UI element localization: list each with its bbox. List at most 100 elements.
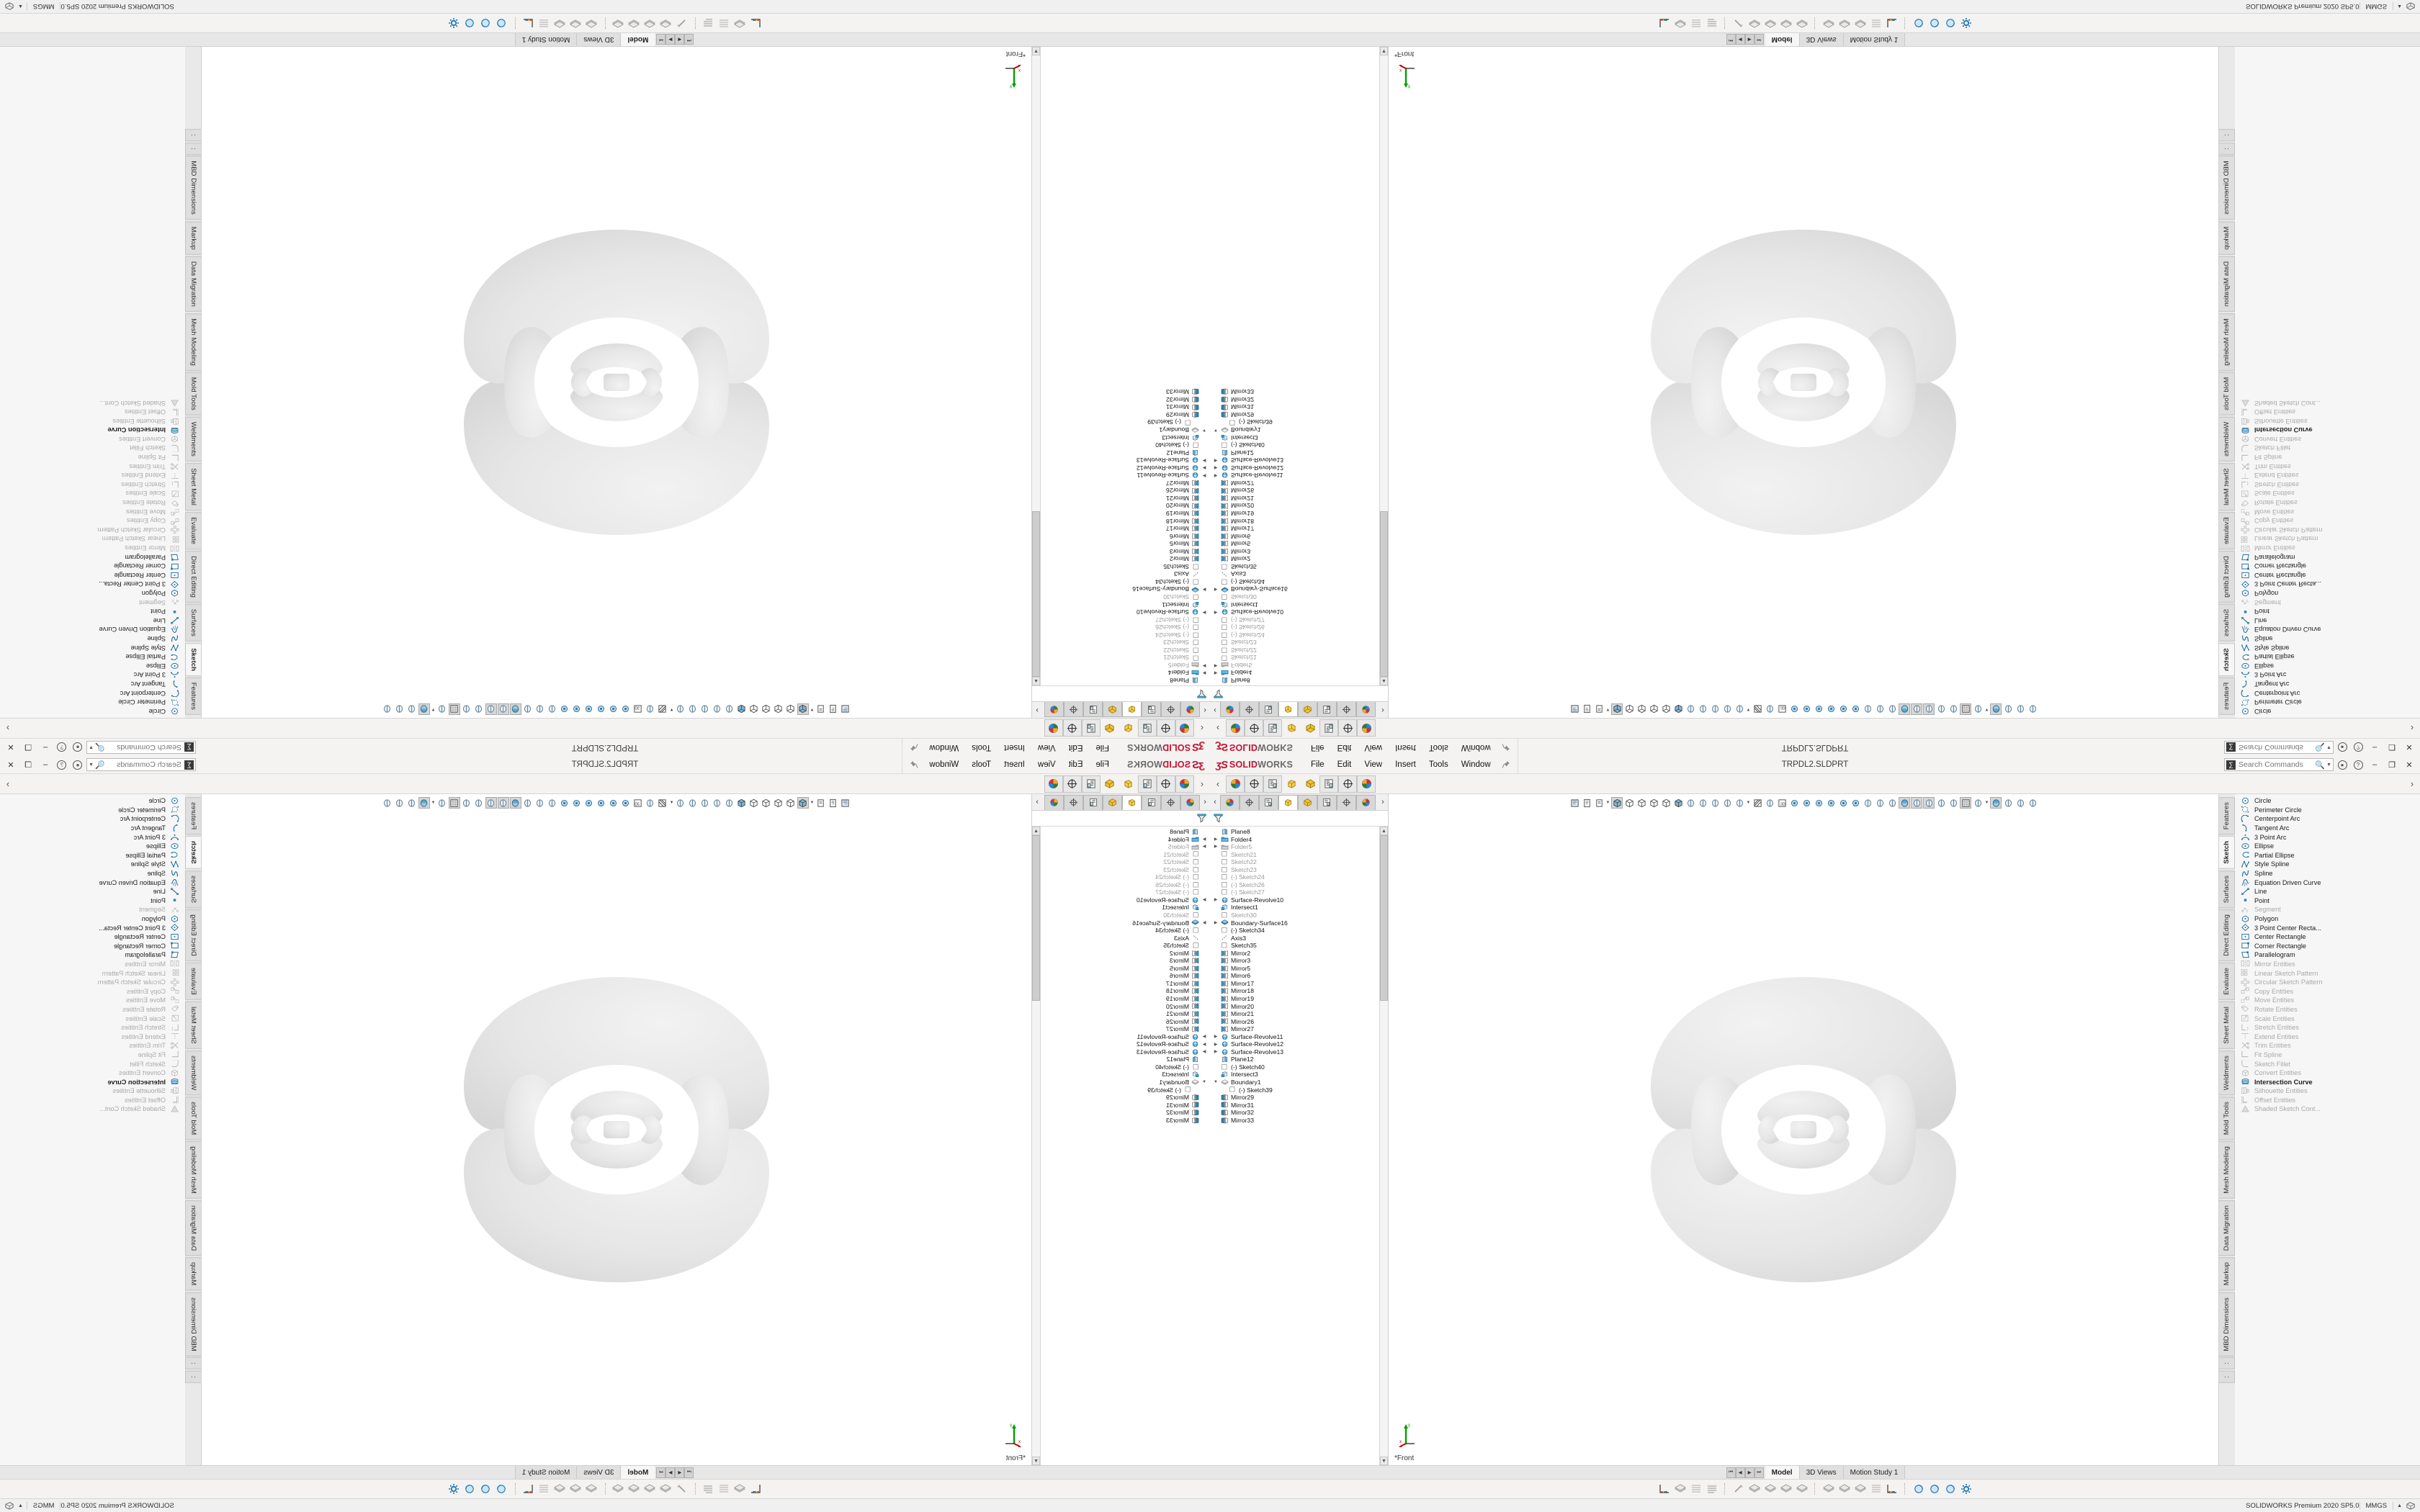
command-tab-data-migration[interactable]: Data Migration xyxy=(185,1200,201,1256)
pushpin-icon[interactable] xyxy=(1502,743,1510,752)
chevron-down-icon[interactable]: ▼ xyxy=(669,801,674,805)
chevron-down-icon[interactable]: ▼ xyxy=(1984,801,1989,805)
part-yellow-icon[interactable] xyxy=(1119,775,1138,793)
deform-plot-icon[interactable] xyxy=(611,16,626,30)
part-yellow-2-icon[interactable] xyxy=(1301,720,1319,737)
menu-item-edit[interactable]: Edit xyxy=(1068,743,1083,752)
mesh-display-icon[interactable] xyxy=(717,1482,732,1496)
command-tab-sketch[interactable]: Sketch xyxy=(2219,836,2235,870)
tab-model[interactable]: Model xyxy=(620,33,655,46)
tab-last-button[interactable]: ⏭ xyxy=(656,1467,666,1478)
feature-tree-item[interactable]: ▶ Surface-Revolve10 xyxy=(1213,608,1379,616)
feature-tree-item[interactable]: ▶ Folder4 xyxy=(1041,836,1207,844)
display-style-hlr-icon[interactable] xyxy=(773,797,784,809)
command-tab-sheet-metal[interactable]: Sheet Metal xyxy=(2219,463,2235,510)
surface-plot-icon[interactable] xyxy=(643,1482,658,1496)
account-icon[interactable]: ● xyxy=(2335,757,2349,772)
cartoon-icon[interactable] xyxy=(2027,797,2038,809)
sketch-relation-3-icon[interactable] xyxy=(1813,703,1824,715)
sketch-relation-5-icon[interactable] xyxy=(571,797,583,809)
feature-tree-item[interactable]: (-) Sketch39 xyxy=(1041,1086,1207,1094)
chevron-down-icon[interactable]: ▼ xyxy=(1605,801,1610,805)
apply-scene-icon[interactable] xyxy=(1709,797,1721,809)
section-plot-icon[interactable] xyxy=(733,16,748,30)
feature-tree-item[interactable]: ▶ Surface-Revolve11 xyxy=(1041,472,1207,479)
list-display-icon[interactable] xyxy=(1705,16,1719,30)
display-style-hlr-icon[interactable] xyxy=(1636,797,1647,809)
probe-icon[interactable] xyxy=(675,16,689,30)
minimize-button[interactable]: – xyxy=(42,760,48,769)
feature-tree-item[interactable]: ▶ Folder4 xyxy=(1213,669,1379,676)
probe-icon[interactable] xyxy=(1731,16,1746,30)
command-tab-mesh-modeling[interactable]: Mesh Modeling xyxy=(2219,1141,2235,1200)
chevron-right-icon[interactable]: ▶ xyxy=(1202,837,1206,842)
chevron-up-icon[interactable]: ▲ xyxy=(2397,4,2402,9)
command-tab-markup[interactable]: Markup xyxy=(2219,221,2235,255)
feature-tree-item[interactable]: Mirror3 xyxy=(1213,957,1379,965)
feature-tree[interactable]: Plane8 ▶ Folder4 ▶ Folder5 Sketch21 Sketch22 Sk… xyxy=(1041,827,1210,1465)
search-commands-box[interactable]: ∑ 🔍 ▼ xyxy=(86,758,196,771)
measure-icon[interactable] xyxy=(1263,719,1282,737)
graphics-area[interactable]: ▼ ▼ 3D ▼ xyxy=(1389,47,2218,718)
feature-tree-item[interactable]: ▼ Boundary1 xyxy=(1213,426,1379,433)
sketch-relation-6-icon[interactable] xyxy=(1850,703,1861,715)
feature-tree-item[interactable]: Mirror20 xyxy=(1213,1003,1379,1011)
feature-tree-item[interactable]: Mirror32 xyxy=(1213,395,1379,403)
part-yellow-2-icon[interactable] xyxy=(1101,720,1119,737)
feature-tree-item[interactable]: ▶ Surface-Revolve12 xyxy=(1041,464,1207,472)
mesh-display-icon[interactable] xyxy=(1689,1482,1703,1496)
fm-scroll-right[interactable]: › xyxy=(1036,798,1039,806)
feature-tree-item[interactable]: ▶ Surface-Revolve12 xyxy=(1041,1040,1207,1048)
feature-tree-item[interactable]: ▶ Surface-Revolve13 xyxy=(1213,456,1379,464)
command-tab-sketch[interactable]: Sketch xyxy=(185,836,201,870)
feature-tree-scrollbar[interactable]: ▲ ▼ xyxy=(1379,827,1388,1465)
property-manager-tab[interactable] xyxy=(1298,794,1317,810)
sketch-relation-1-icon[interactable] xyxy=(1788,797,1800,809)
feature-tree-item[interactable]: Sketch35 xyxy=(1213,942,1379,950)
sketch-command-3-point-center-recta[interactable]: 3 Point Center Recta... xyxy=(0,923,185,932)
command-tab-markup[interactable]: Markup xyxy=(185,1257,201,1291)
search-commands-box[interactable]: ∑ 🔍 ▼ xyxy=(86,741,196,754)
display-style-shaded-edges-icon[interactable] xyxy=(1660,797,1672,809)
mesh-quality-icon[interactable] xyxy=(537,16,552,30)
feature-tree-item[interactable]: Mirror21 xyxy=(1213,1010,1379,1018)
sketch-command-centerpoint-arc[interactable]: Centerpoint Arc xyxy=(0,688,185,698)
feature-tree-item[interactable]: ▶ Surface-Revolve11 xyxy=(1213,1033,1379,1041)
origins-display-icon[interactable] xyxy=(1923,703,1935,715)
chevron-down-icon[interactable]: ▼ xyxy=(1984,707,1989,711)
surface-plot-icon[interactable] xyxy=(1763,16,1778,30)
tab-model[interactable]: Model xyxy=(1765,1466,1800,1479)
rotate-view-icon[interactable] xyxy=(495,1482,509,1496)
feature-tree-item[interactable]: Mirror27 xyxy=(1041,1025,1207,1033)
chevron-down-icon[interactable]: ▼ xyxy=(810,707,815,711)
hide-show-items-icon[interactable] xyxy=(1685,797,1696,809)
minimize-button[interactable]: – xyxy=(2372,743,2378,752)
sketch-command-corner-rectangle[interactable]: Corner Rectangle xyxy=(2235,562,2420,571)
grid-display-icon[interactable] xyxy=(1960,797,1971,809)
sketch-command-parallelogram[interactable]: Parallelogram xyxy=(2235,552,2420,562)
menu-item-file[interactable]: File xyxy=(1095,743,1109,752)
cartoon-icon[interactable] xyxy=(2027,703,2038,715)
sketch-command-line[interactable]: Line xyxy=(0,616,185,625)
feature-tree-item[interactable]: ▶ Folder4 xyxy=(1041,669,1207,676)
status-units[interactable]: MMGS xyxy=(26,1501,61,1510)
sketch-command-centerpoint-arc[interactable]: Centerpoint Arc xyxy=(2235,814,2420,824)
feature-tree-item[interactable]: (-) Sketch40 xyxy=(1041,1063,1207,1071)
fm-scroll-right[interactable]: › xyxy=(1036,706,1039,714)
sketch-command-3-point-arc[interactable]: 3 Point Arc xyxy=(0,832,185,842)
chevron-up-icon[interactable]: ▲ xyxy=(18,1503,23,1508)
menu-item-tools[interactable]: Tools xyxy=(972,743,992,752)
feature-tree-item[interactable]: (-) Sketch39 xyxy=(1213,418,1379,426)
sketch-command-3-point-center-recta[interactable]: 3 Point Center Recta... xyxy=(2235,580,2420,589)
graphics-area[interactable]: ▼ ▼ 3D ▼ xyxy=(202,794,1031,1465)
chevron-down-icon[interactable]: ▼ xyxy=(431,707,436,711)
configuration-manager-2-tab[interactable] xyxy=(1317,794,1337,810)
close-button[interactable]: ✕ xyxy=(2406,760,2413,770)
edit-definition-icon[interactable] xyxy=(585,1482,599,1496)
hatch-icon[interactable] xyxy=(657,797,668,809)
command-tab-features[interactable]: Features xyxy=(2219,677,2235,715)
tab-3d-views[interactable]: 3D Views xyxy=(1799,1466,1844,1479)
probe-icon[interactable] xyxy=(1731,1482,1746,1496)
feature-tree-item[interactable]: ▶ Surface-Revolve11 xyxy=(1213,472,1379,479)
feature-tree-item[interactable]: (-) Sketch26 xyxy=(1041,624,1207,631)
